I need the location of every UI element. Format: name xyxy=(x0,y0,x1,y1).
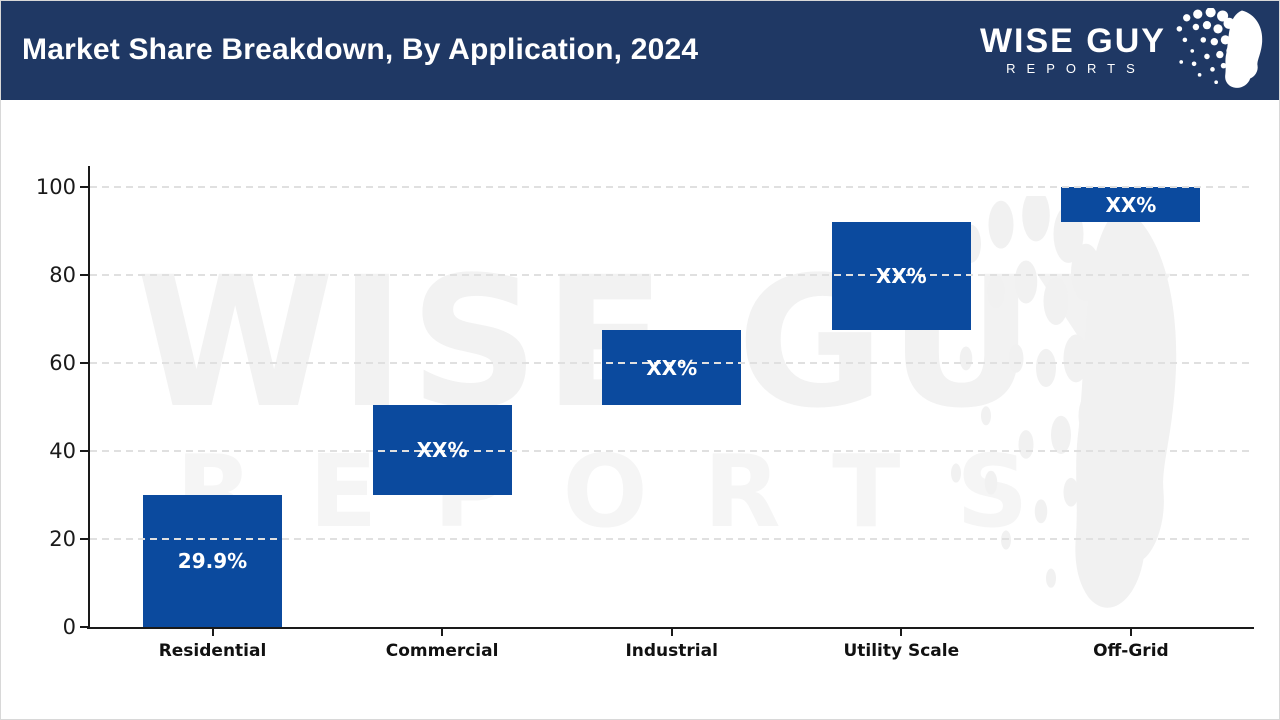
watermark-subtext: REPORTS xyxy=(176,433,1085,550)
bar-industrial xyxy=(602,330,742,406)
x-tick xyxy=(670,629,673,636)
y-tick-label-20: 20 xyxy=(49,527,76,551)
x-tick xyxy=(1129,629,1132,636)
dotted-face-profile-icon xyxy=(1176,8,1263,88)
bar-value-label: XX% xyxy=(1105,192,1157,217)
x-category-label: Residential xyxy=(158,641,267,661)
gridline-60 xyxy=(90,362,1254,364)
x-tick xyxy=(211,629,214,636)
logo-wordmark-line2: REPORTS xyxy=(1006,61,1146,76)
y-tick-label-80: 80 xyxy=(49,263,76,287)
bar-value-label: XX% xyxy=(416,438,468,463)
header-bar: Market Share Breakdown, By Application, … xyxy=(1,1,1279,100)
logo-wordmark: WISE GUY REPORTS xyxy=(980,24,1166,76)
bar-value-label: XX% xyxy=(646,355,698,380)
bar-off-grid xyxy=(1061,187,1201,223)
y-tick-60 xyxy=(80,362,88,364)
y-tick-80 xyxy=(80,274,88,276)
x-tick xyxy=(900,629,903,636)
x-category-label: Off-Grid xyxy=(1093,641,1169,661)
gridline-80 xyxy=(90,274,1254,276)
chart-title: Market Share Breakdown, By Application, … xyxy=(22,33,699,66)
gridline-20 xyxy=(90,538,1254,540)
x-tick xyxy=(441,629,444,636)
y-tick-100 xyxy=(80,186,88,188)
x-category-label: Industrial xyxy=(625,641,718,661)
bar-value-label: 29.9% xyxy=(177,549,248,574)
x-category-label: Utility Scale xyxy=(843,641,960,661)
y-tick-40 xyxy=(80,450,88,452)
logo-wordmark-line1: WISE GUY xyxy=(979,22,1166,60)
x-category-label: Commercial xyxy=(385,641,499,661)
gridline-100 xyxy=(90,186,1254,188)
dotted-face-profile-watermark xyxy=(943,196,1177,608)
brand-logo: WISE GUY REPORTS xyxy=(980,8,1264,92)
y-tick-label-100: 100 xyxy=(35,175,76,199)
y-axis xyxy=(88,166,90,628)
gridline-40 xyxy=(90,450,1254,452)
y-tick-0 xyxy=(80,626,88,628)
y-tick-label-40: 40 xyxy=(49,439,76,463)
x-axis xyxy=(87,627,1254,629)
bar-residential xyxy=(143,495,282,627)
y-tick-20 xyxy=(80,538,88,540)
y-tick-label-60: 60 xyxy=(49,351,76,375)
bar-value-label: XX% xyxy=(875,264,927,289)
bar-utility-scale xyxy=(831,222,971,330)
y-tick-label-0: 0 xyxy=(62,615,76,639)
